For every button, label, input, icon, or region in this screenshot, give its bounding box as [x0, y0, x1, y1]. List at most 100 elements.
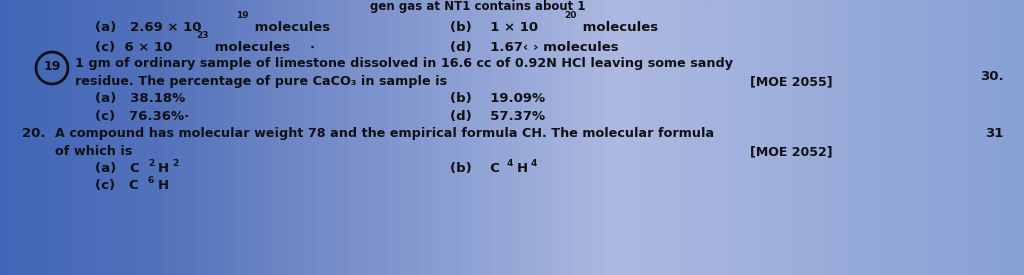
Bar: [645, 0, 655, 275]
Bar: [174, 0, 184, 275]
Bar: [604, 0, 614, 275]
Text: residue. The percentage of pure CaCO₃ in sample is: residue. The percentage of pure CaCO₃ in…: [75, 75, 447, 88]
Text: [MOE 2052]: [MOE 2052]: [750, 145, 833, 158]
Text: 23: 23: [196, 31, 209, 40]
Bar: [41, 0, 51, 275]
Bar: [584, 0, 594, 275]
Bar: [307, 0, 317, 275]
Bar: [799, 0, 809, 275]
Bar: [461, 0, 471, 275]
Bar: [768, 0, 778, 275]
Text: 31: 31: [985, 127, 1004, 140]
Bar: [1014, 0, 1024, 275]
Bar: [195, 0, 205, 275]
Bar: [778, 0, 788, 275]
Bar: [901, 0, 911, 275]
Text: molecules: molecules: [578, 21, 658, 34]
Bar: [532, 0, 543, 275]
Text: A compound has molecular weight 78 and the empirical formula CH. The molecular f: A compound has molecular weight 78 and t…: [55, 127, 714, 140]
Bar: [727, 0, 737, 275]
Bar: [164, 0, 174, 275]
Bar: [502, 0, 512, 275]
Text: 30.: 30.: [980, 70, 1004, 83]
Bar: [358, 0, 369, 275]
Bar: [102, 0, 113, 275]
Bar: [758, 0, 768, 275]
Bar: [686, 0, 696, 275]
Bar: [707, 0, 717, 275]
Bar: [0, 0, 10, 275]
Bar: [788, 0, 799, 275]
Bar: [399, 0, 410, 275]
Text: gen gas at NT1 contains about 1: gen gas at NT1 contains about 1: [370, 0, 586, 13]
Text: 20: 20: [564, 11, 577, 20]
Text: (c)  6 × 10: (c) 6 × 10: [95, 41, 172, 54]
Bar: [31, 0, 41, 275]
Text: (c)   C: (c) C: [95, 179, 138, 192]
Bar: [840, 0, 850, 275]
Bar: [266, 0, 276, 275]
Text: 20.: 20.: [22, 127, 45, 140]
Bar: [543, 0, 553, 275]
Bar: [215, 0, 225, 275]
Bar: [369, 0, 379, 275]
Bar: [143, 0, 154, 275]
Bar: [942, 0, 952, 275]
Bar: [809, 0, 819, 275]
Text: (a)   2.69 × 10: (a) 2.69 × 10: [95, 21, 202, 34]
Bar: [72, 0, 82, 275]
Text: (b)    C: (b) C: [450, 162, 500, 175]
Text: 4: 4: [531, 159, 538, 168]
Bar: [256, 0, 266, 275]
Text: 6: 6: [148, 176, 155, 185]
Bar: [246, 0, 256, 275]
Bar: [61, 0, 72, 275]
Bar: [328, 0, 338, 275]
Bar: [594, 0, 604, 275]
Text: (a)   C: (a) C: [95, 162, 139, 175]
Text: of which is: of which is: [55, 145, 132, 158]
Bar: [819, 0, 829, 275]
Bar: [82, 0, 92, 275]
Bar: [655, 0, 666, 275]
Bar: [748, 0, 758, 275]
Bar: [410, 0, 420, 275]
Text: H: H: [158, 162, 169, 175]
Bar: [553, 0, 563, 275]
Bar: [932, 0, 942, 275]
Text: ·: ·: [310, 41, 315, 54]
Bar: [184, 0, 195, 275]
Text: 4: 4: [507, 159, 513, 168]
Bar: [512, 0, 522, 275]
Bar: [20, 0, 31, 275]
Bar: [205, 0, 215, 275]
Bar: [113, 0, 123, 275]
Bar: [492, 0, 502, 275]
Bar: [635, 0, 645, 275]
Text: (d)    1.67‹ › molecules: (d) 1.67‹ › molecules: [450, 41, 618, 54]
Bar: [225, 0, 236, 275]
Text: H: H: [158, 179, 169, 192]
Bar: [236, 0, 246, 275]
Bar: [993, 0, 1004, 275]
Bar: [10, 0, 20, 275]
Text: 2: 2: [148, 159, 155, 168]
Text: (c)   76.36%·: (c) 76.36%·: [95, 110, 189, 123]
Text: molecules: molecules: [250, 21, 330, 34]
Bar: [287, 0, 297, 275]
Bar: [737, 0, 748, 275]
Bar: [389, 0, 399, 275]
Bar: [973, 0, 983, 275]
Text: H: H: [517, 162, 528, 175]
Bar: [338, 0, 348, 275]
Bar: [860, 0, 870, 275]
Text: (b)    1 × 10: (b) 1 × 10: [450, 21, 539, 34]
Bar: [676, 0, 686, 275]
Bar: [952, 0, 963, 275]
Bar: [573, 0, 584, 275]
Bar: [696, 0, 707, 275]
Bar: [850, 0, 860, 275]
Bar: [963, 0, 973, 275]
Bar: [123, 0, 133, 275]
Bar: [276, 0, 287, 275]
